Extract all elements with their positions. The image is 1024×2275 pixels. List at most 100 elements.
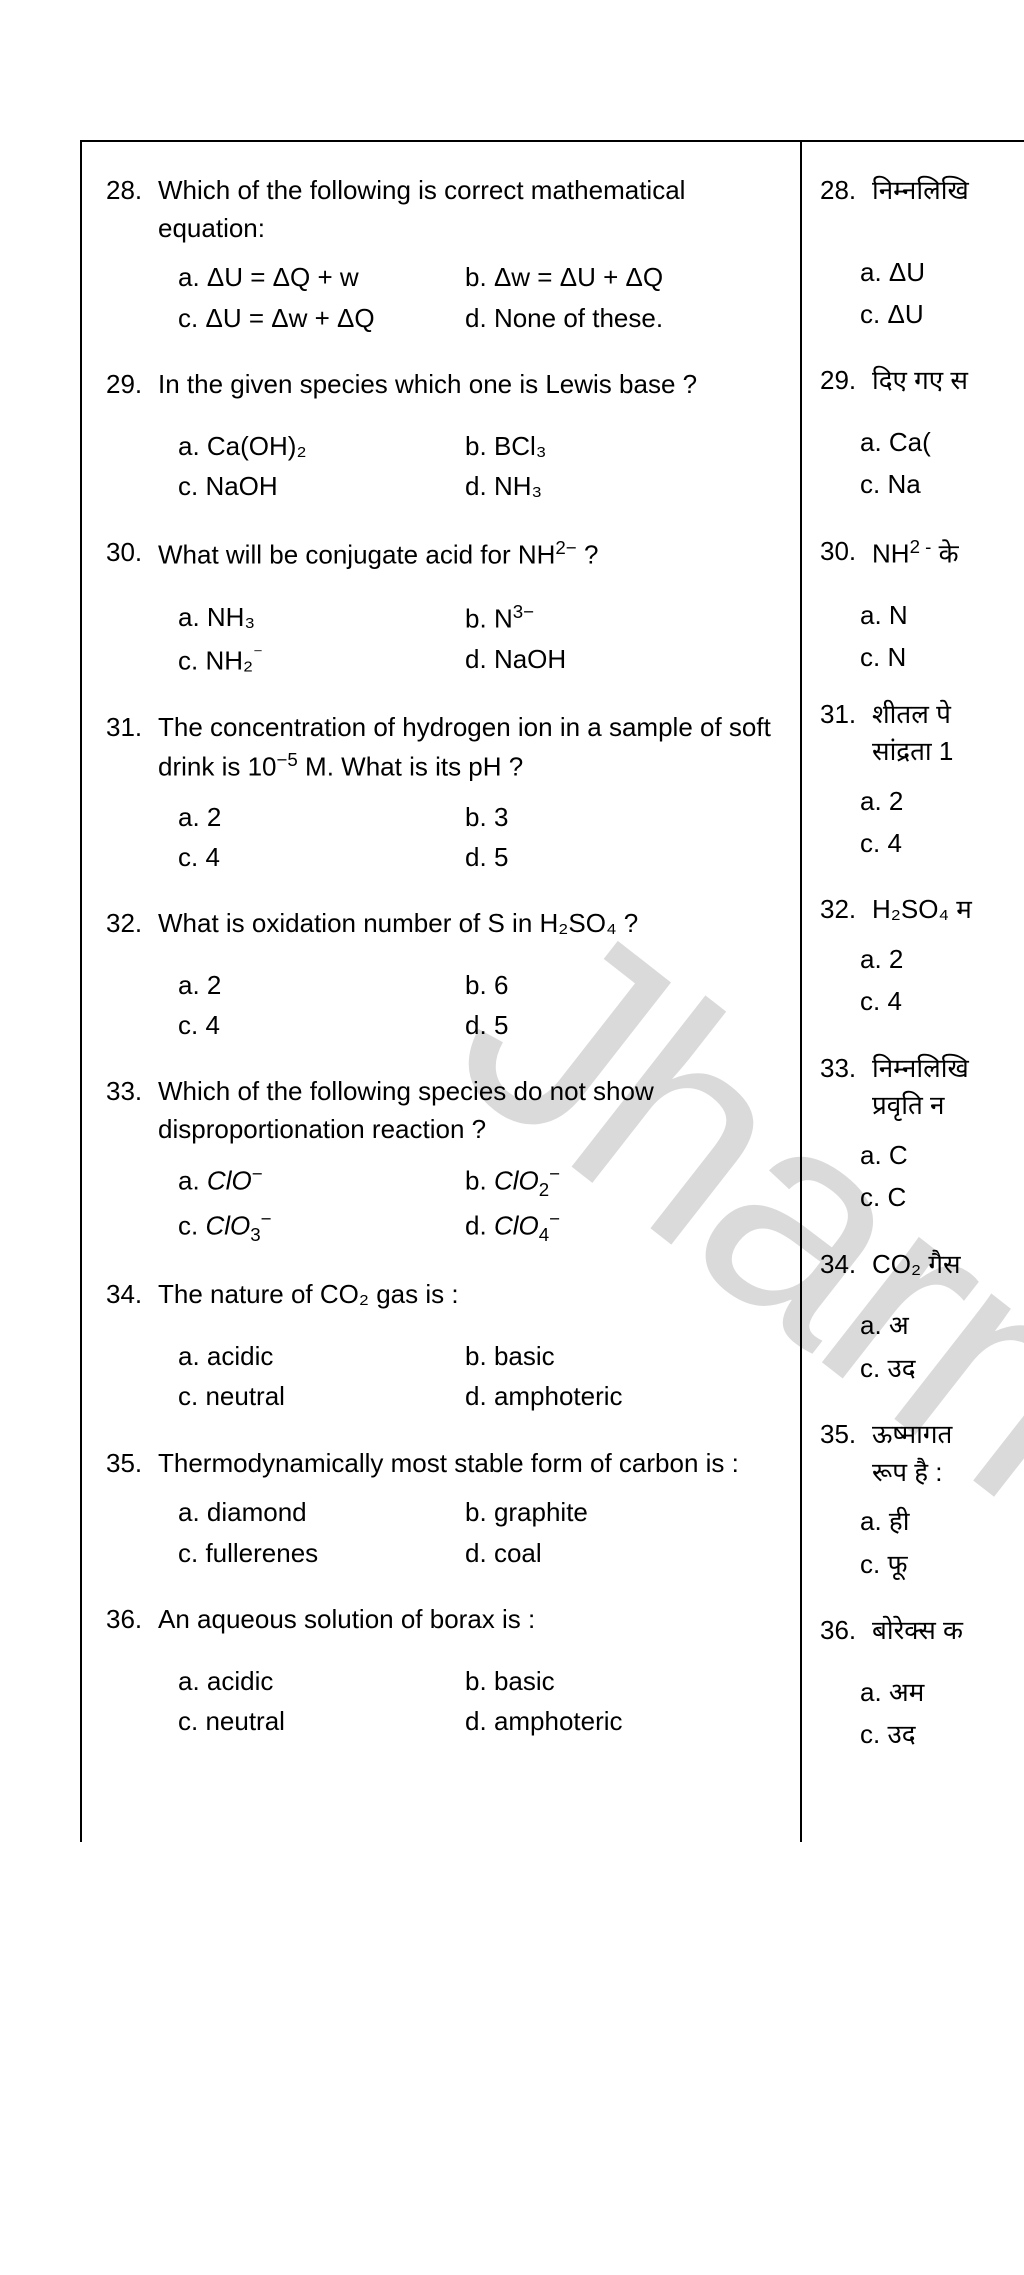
q35-d: d. coal bbox=[465, 1533, 752, 1573]
q34-num: 34. bbox=[106, 1276, 158, 1314]
q29-num: 29. bbox=[106, 366, 158, 404]
q35-a: a. diamond bbox=[178, 1492, 465, 1532]
q33-text: Which of the following species do not sh… bbox=[158, 1073, 776, 1148]
q28-b: b. Δw = ΔU + ΔQ bbox=[465, 257, 752, 297]
q28-hi-opts: a. ΔU c. ΔU bbox=[860, 252, 1024, 335]
q29-hi: 29. दिए गए स bbox=[820, 362, 1024, 400]
q32-hi-text: H₂SO₄ म bbox=[872, 891, 1024, 929]
q31-hi-text: शीतल पे सांद्रता 1 bbox=[872, 696, 1024, 771]
q36-hi-text: बोरेक्स क bbox=[872, 1612, 1024, 1650]
q31: 31. The concentration of hydrogen ion in… bbox=[106, 709, 776, 787]
q32-hi-num: 32. bbox=[820, 891, 872, 929]
q31-hi-num: 31. bbox=[820, 696, 872, 771]
q29-options: a. Ca(OH)₂ b. BCl₃ c. NaOH d. NH₃ bbox=[178, 426, 776, 507]
q30-hi-a: a. N bbox=[860, 595, 939, 635]
q29-text: In the given species which one is Lewis … bbox=[158, 366, 776, 404]
q31-options: a. 2 b. 3 c. 4 d. 5 bbox=[178, 797, 776, 878]
q28-hi-a: a. ΔU bbox=[860, 252, 939, 292]
q33-hi-text: निम्नलिखि प्रवृति न bbox=[872, 1050, 1024, 1125]
q28-hi-text: निम्नलिखि bbox=[872, 172, 1024, 210]
q34-hi-c: c. उद bbox=[860, 1348, 939, 1388]
q30: 30. What will be conjugate acid for NH2−… bbox=[106, 534, 776, 574]
q30-d: d. NaOH bbox=[465, 639, 752, 681]
q33-num: 33. bbox=[106, 1073, 158, 1148]
q33-b: b. ClO2− bbox=[465, 1159, 752, 1204]
q35-options: a. diamond b. graphite c. fullerenes d. … bbox=[178, 1492, 776, 1573]
q35-b: b. graphite bbox=[465, 1492, 752, 1532]
q31-text: The concentration of hydrogen ion in a s… bbox=[158, 709, 776, 787]
q29-d: d. NH₃ bbox=[465, 466, 752, 506]
q30-c: c. NH₂⁻ bbox=[178, 639, 465, 681]
q34-hi-text: CO₂ गैस bbox=[872, 1246, 1024, 1284]
q31-hi-c: c. 4 bbox=[860, 823, 939, 863]
q29-c: c. NaOH bbox=[178, 466, 465, 506]
q34-d: d. amphoteric bbox=[465, 1376, 752, 1416]
q36-text: An aqueous solution of borax is : bbox=[158, 1601, 776, 1639]
q30-hi-num: 30. bbox=[820, 533, 872, 573]
q28-options: a. ΔU = ΔQ + w b. Δw = ΔU + ΔQ c. ΔU = Δ… bbox=[178, 257, 776, 338]
q32-hi-a: a. 2 bbox=[860, 939, 939, 979]
q28-num: 28. bbox=[106, 172, 158, 247]
q32-d: d. 5 bbox=[465, 1005, 752, 1045]
q35-text: Thermodynamically most stable form of ca… bbox=[158, 1445, 776, 1483]
q28-text: Which of the following is correct mathem… bbox=[158, 172, 776, 247]
q35-hi-num: 35. bbox=[820, 1416, 872, 1491]
q34-text: The nature of CO₂ gas is : bbox=[158, 1276, 776, 1314]
q36-d: d. amphoteric bbox=[465, 1701, 752, 1741]
q36-num: 36. bbox=[106, 1601, 158, 1639]
q31-num: 31. bbox=[106, 709, 158, 787]
q35-hi-opts: a. ही c. फू bbox=[860, 1501, 1024, 1584]
q35-hi-c: c. फू bbox=[860, 1544, 939, 1584]
q31-c: c. 4 bbox=[178, 837, 465, 877]
q30-hi-text: NH2 - के bbox=[872, 533, 1024, 573]
q30-b: b. N3− bbox=[465, 597, 752, 639]
q33-options: a. ClO− b. ClO2− c. ClO3− d. ClO4− bbox=[178, 1159, 776, 1249]
q28-a: a. ΔU = ΔQ + w bbox=[178, 257, 465, 297]
q33-d: d. ClO4− bbox=[465, 1204, 752, 1249]
q32-c: c. 4 bbox=[178, 1005, 465, 1045]
q29-hi-c: c. Na bbox=[860, 464, 939, 504]
q33-a: a. ClO− bbox=[178, 1159, 465, 1204]
q34-c: c. neutral bbox=[178, 1376, 465, 1416]
q34-a: a. acidic bbox=[178, 1336, 465, 1376]
q35-hi: 35. ऊष्मागत रूप है : bbox=[820, 1416, 1024, 1491]
q34-b: b. basic bbox=[465, 1336, 752, 1376]
column-english: 28. Which of the following is correct ma… bbox=[82, 142, 802, 1842]
q32-hi-c: c. 4 bbox=[860, 981, 939, 1021]
q30-hi: 30. NH2 - के bbox=[820, 533, 1024, 573]
q34-hi-a: a. अ bbox=[860, 1305, 939, 1345]
q29: 29. In the given species which one is Le… bbox=[106, 366, 776, 404]
q30-text: What will be conjugate acid for NH2− ? bbox=[158, 534, 776, 574]
q30-hi-opts: a. N c. N bbox=[860, 595, 1024, 678]
q33-hi-c: c. C bbox=[860, 1177, 939, 1217]
q32-b: b. 6 bbox=[465, 965, 752, 1005]
q33-c: c. ClO3− bbox=[178, 1204, 465, 1249]
q32-num: 32. bbox=[106, 905, 158, 943]
q36-options: a. acidic b. basic c. neutral d. amphote… bbox=[178, 1661, 776, 1742]
q32-hi-opts: a. 2 c. 4 bbox=[860, 939, 1024, 1022]
q31-b: b. 3 bbox=[465, 797, 752, 837]
q28-hi-num: 28. bbox=[820, 172, 872, 210]
q29-hi-text: दिए गए स bbox=[872, 362, 1024, 400]
q33-hi-a: a. C bbox=[860, 1135, 939, 1175]
q35-c: c. fullerenes bbox=[178, 1533, 465, 1573]
column-hindi: 28. निम्नलिखि a. ΔU c. ΔU 29. दिए गए स a… bbox=[802, 142, 1024, 1842]
q29-a: a. Ca(OH)₂ bbox=[178, 426, 465, 466]
q36-hi-opts: a. अम c. उद bbox=[860, 1672, 1024, 1755]
q32-a: a. 2 bbox=[178, 965, 465, 1005]
q29-hi-opts: a. Ca( c. Na bbox=[860, 422, 1024, 505]
q33: 33. Which of the following species do no… bbox=[106, 1073, 776, 1148]
q31-hi-opts: a. 2 c. 4 bbox=[860, 781, 1024, 864]
q32: 32. What is oxidation number of S in H₂S… bbox=[106, 905, 776, 943]
q36-c: c. neutral bbox=[178, 1701, 465, 1741]
q31-hi-a: a. 2 bbox=[860, 781, 939, 821]
q31-d: d. 5 bbox=[465, 837, 752, 877]
q36-hi-c: c. उद bbox=[860, 1714, 939, 1754]
q36-hi-a: a. अम bbox=[860, 1672, 939, 1712]
q29-b: b. BCl₃ bbox=[465, 426, 752, 466]
q30-num: 30. bbox=[106, 534, 158, 574]
q31-a: a. 2 bbox=[178, 797, 465, 837]
q32-text: What is oxidation number of S in H₂SO₄ ? bbox=[158, 905, 776, 943]
q32-hi: 32. H₂SO₄ म bbox=[820, 891, 1024, 929]
q28-c: c. ΔU = Δw + ΔQ bbox=[178, 298, 465, 338]
